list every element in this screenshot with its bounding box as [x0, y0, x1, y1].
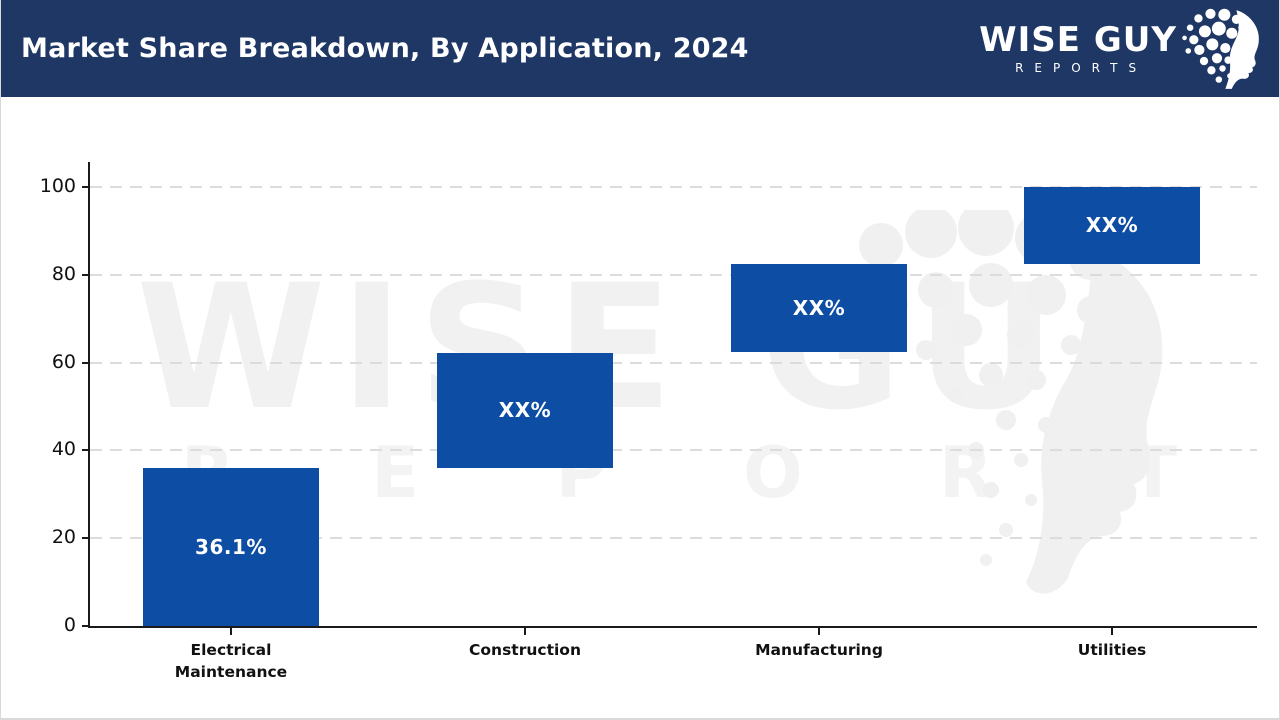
y-tick-mark [82, 361, 90, 364]
y-tick-mark [82, 186, 90, 188]
x-category-label: Electrical Maintenance [174, 641, 288, 681]
watermark-dotted-head [859, 210, 1163, 594]
y-tick-label: 0 [63, 614, 76, 636]
x-tick-mark [230, 628, 232, 635]
y-tick-label: 20 [51, 526, 76, 549]
y-tick-mark [82, 537, 90, 540]
logo-wordmark: WISE GUY [979, 19, 1177, 60]
bar-value-label: 36.1% [195, 534, 267, 559]
y-tick-label: 60 [51, 350, 76, 373]
gridline [90, 537, 1257, 540]
x-tick-mark [524, 628, 526, 635]
x-category-label: Manufacturing [755, 641, 883, 659]
bar: XX% [731, 263, 907, 353]
gridline [90, 273, 1257, 276]
bar-value-label: XX% [792, 296, 846, 321]
gridline [90, 361, 1257, 364]
bar-value-label: XX% [1085, 213, 1139, 238]
y-tick-mark [82, 273, 90, 276]
x-tick-mark [818, 628, 820, 635]
x-axis [88, 626, 1257, 628]
bar: XX% [437, 352, 613, 468]
y-axis [88, 162, 90, 628]
x-category-label: Construction [469, 641, 581, 659]
bar-value-label: XX% [498, 398, 552, 422]
logo-dotted-head-icon [1182, 8, 1259, 89]
bar: 36.1% [143, 467, 319, 626]
y-tick-label: 100 [39, 175, 76, 197]
x-category-label: Utilities [1077, 641, 1147, 659]
gridline [90, 186, 1257, 188]
bar: XX% [1024, 187, 1200, 264]
page-title: Market Share Breakdown, By Application, … [21, 33, 749, 64]
gridline [90, 449, 1257, 452]
y-tick-mark [82, 449, 90, 452]
header-bar: Market Share Breakdown, By Application, … [1, 0, 1279, 97]
x-tick-mark [1111, 628, 1113, 635]
logo-text: WISE GUY REPORTS [979, 23, 1177, 75]
wise-guy-logo: WISE GUY REPORTS [979, 6, 1279, 92]
logo-subtitle: REPORTS [1015, 60, 1148, 75]
y-tick-mark [82, 625, 90, 627]
y-tick-label: 40 [51, 438, 76, 461]
y-tick-label: 80 [51, 262, 76, 285]
